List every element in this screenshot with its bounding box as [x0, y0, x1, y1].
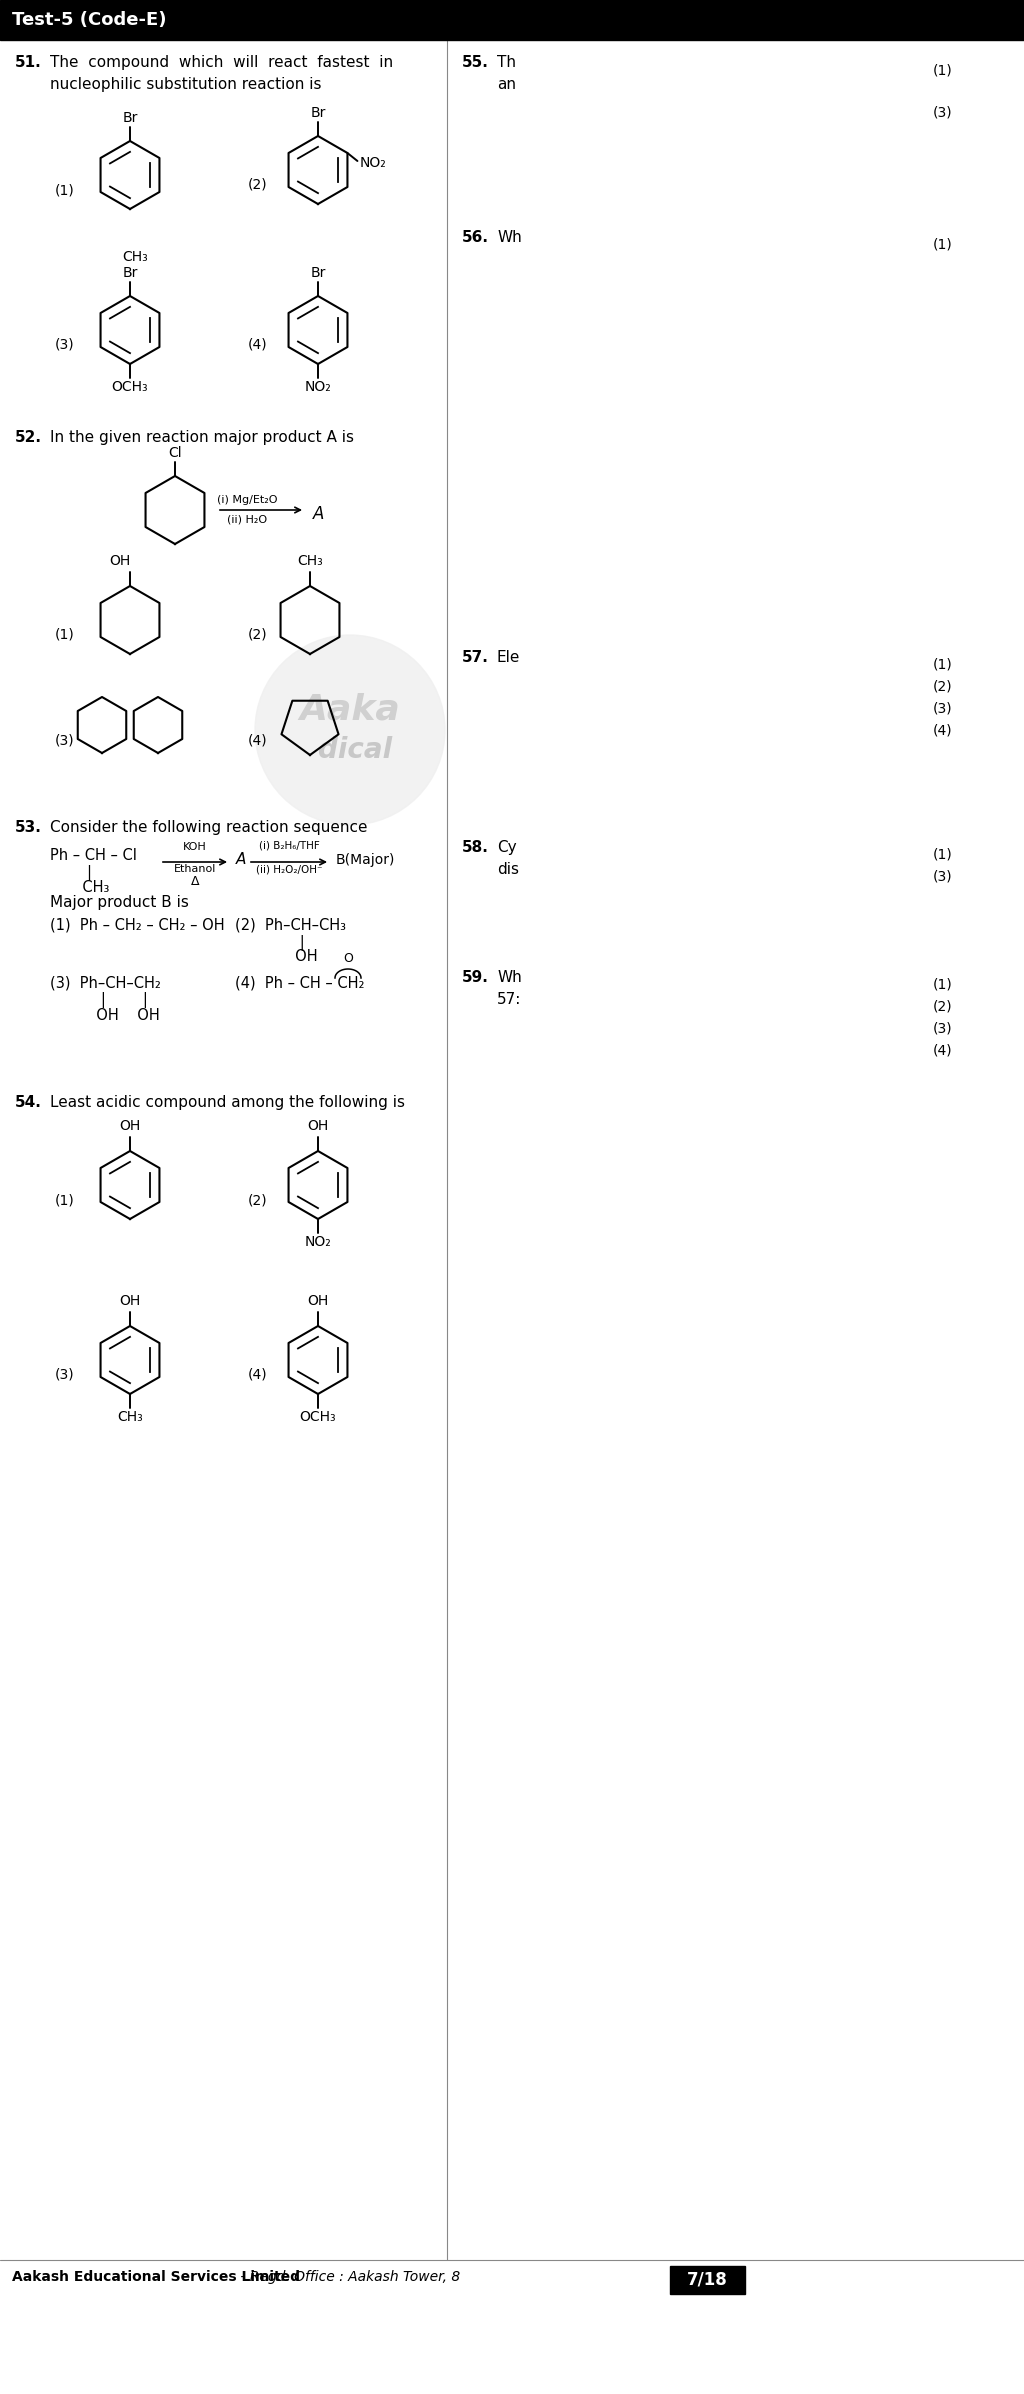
Text: Br: Br: [310, 105, 326, 120]
Text: CH₃: CH₃: [122, 249, 147, 263]
Text: (1): (1): [932, 658, 952, 673]
Text: (3): (3): [55, 338, 75, 352]
Text: (2): (2): [248, 1192, 267, 1207]
Text: (4): (4): [248, 1367, 267, 1381]
Text: (1): (1): [55, 627, 75, 642]
Text: CH₃: CH₃: [297, 553, 323, 567]
Text: Cy: Cy: [497, 840, 517, 855]
Text: (1): (1): [932, 847, 952, 862]
Text: (ii) H₂O₂/OH⁻: (ii) H₂O₂/OH⁻: [256, 864, 323, 874]
Text: 57:: 57:: [497, 991, 521, 1008]
Text: (2): (2): [933, 1001, 952, 1015]
Text: dis: dis: [497, 862, 519, 876]
Text: O: O: [343, 953, 353, 965]
Text: (4): (4): [933, 1044, 952, 1058]
Text: (1): (1): [932, 979, 952, 991]
Text: (1): (1): [932, 62, 952, 77]
Text: In the given reaction major product A is: In the given reaction major product A is: [50, 431, 354, 445]
Text: (4)  Ph – CH – CH₂: (4) Ph – CH – CH₂: [234, 977, 365, 991]
Text: an: an: [497, 77, 516, 91]
Text: Ethanol: Ethanol: [174, 864, 216, 874]
Text: Cl: Cl: [168, 445, 182, 460]
Text: |: |: [50, 864, 92, 881]
Text: (2): (2): [248, 627, 267, 642]
Text: (ii) H₂O: (ii) H₂O: [227, 515, 267, 524]
Text: OH: OH: [307, 1295, 329, 1307]
Text: dical: dical: [317, 735, 392, 764]
Text: The  compound  which  will  react  fastest  in: The compound which will react fastest in: [50, 55, 393, 69]
Text: Br: Br: [310, 266, 326, 280]
Text: 56.: 56.: [462, 230, 489, 244]
Text: Major product B is: Major product B is: [50, 895, 188, 910]
Text: 52.: 52.: [15, 431, 42, 445]
Text: (4): (4): [933, 723, 952, 737]
Text: CH₃: CH₃: [117, 1410, 143, 1424]
Text: B(Major): B(Major): [336, 852, 395, 867]
Text: (1): (1): [932, 237, 952, 251]
Text: Wh: Wh: [497, 230, 522, 244]
Text: |        |: | |: [50, 991, 147, 1008]
Text: 59.: 59.: [462, 970, 488, 984]
Text: Least acidic compound among the following is: Least acidic compound among the followin…: [50, 1094, 406, 1111]
Bar: [0, 0, 1024, 41]
Text: NO₂: NO₂: [304, 1235, 332, 1250]
Text: NO₂: NO₂: [359, 156, 386, 170]
Text: OH: OH: [120, 1295, 140, 1307]
Text: Ele: Ele: [497, 651, 520, 666]
Text: nucleophilic substitution reaction is: nucleophilic substitution reaction is: [50, 77, 322, 91]
Text: 7/18: 7/18: [687, 2272, 727, 2289]
Text: (i) Mg/Et₂O: (i) Mg/Et₂O: [217, 496, 278, 505]
Text: (4): (4): [248, 338, 267, 352]
Text: (4): (4): [248, 733, 267, 747]
Text: 53.: 53.: [15, 821, 42, 836]
Text: (1): (1): [55, 1192, 75, 1207]
Text: OH: OH: [234, 948, 317, 965]
Text: A: A: [313, 505, 325, 522]
Text: OH    OH: OH OH: [50, 1008, 160, 1022]
Text: (3)  Ph–CH–CH₂: (3) Ph–CH–CH₂: [50, 977, 161, 991]
Text: Δ: Δ: [190, 874, 200, 888]
Text: 54.: 54.: [15, 1094, 42, 1111]
Text: OCH₃: OCH₃: [112, 381, 148, 395]
Text: OH: OH: [120, 1118, 140, 1132]
Text: A: A: [236, 852, 247, 867]
Text: Ph – CH – Cl: Ph – CH – Cl: [50, 847, 137, 862]
Circle shape: [255, 634, 445, 826]
Text: OH: OH: [110, 553, 131, 567]
Text: 51.: 51.: [15, 55, 42, 69]
Text: (3): (3): [933, 869, 952, 883]
Text: (3): (3): [55, 1367, 75, 1381]
Text: 57.: 57.: [462, 651, 488, 666]
Text: OCH₃: OCH₃: [300, 1410, 336, 1424]
Text: Consider the following reaction sequence: Consider the following reaction sequence: [50, 821, 368, 836]
Text: 58.: 58.: [462, 840, 488, 855]
Text: OH: OH: [307, 1118, 329, 1132]
Bar: [670, 2267, 745, 2293]
Text: (3): (3): [55, 733, 75, 747]
Text: (1)  Ph – CH₂ – CH₂ – OH: (1) Ph – CH₂ – CH₂ – OH: [50, 917, 224, 934]
Text: (2): (2): [248, 177, 267, 192]
Text: 55.: 55.: [462, 55, 488, 69]
Text: - Regd. Office : Aakash Tower, 8: - Regd. Office : Aakash Tower, 8: [236, 2270, 460, 2284]
Text: Aakash Educational Services Limited: Aakash Educational Services Limited: [12, 2270, 300, 2284]
Text: (1): (1): [55, 182, 75, 196]
Text: CH₃: CH₃: [50, 881, 110, 895]
Text: Aaka: Aaka: [300, 692, 400, 728]
Text: (2)  Ph–CH–CH₃: (2) Ph–CH–CH₃: [234, 917, 346, 934]
Text: Th: Th: [497, 55, 516, 69]
Text: Br: Br: [122, 110, 137, 124]
Text: (2): (2): [933, 680, 952, 694]
Text: |: |: [234, 936, 305, 950]
Text: Test-5 (Code-E): Test-5 (Code-E): [12, 12, 167, 29]
Text: KOH: KOH: [183, 843, 207, 852]
Text: Br: Br: [122, 266, 137, 280]
Text: (3): (3): [933, 105, 952, 120]
Text: (3): (3): [933, 701, 952, 716]
Text: (i) B₂H₆/THF: (i) B₂H₆/THF: [259, 840, 319, 850]
Text: (3): (3): [933, 1022, 952, 1037]
Text: Wh: Wh: [497, 970, 522, 984]
Text: NO₂: NO₂: [304, 381, 332, 395]
